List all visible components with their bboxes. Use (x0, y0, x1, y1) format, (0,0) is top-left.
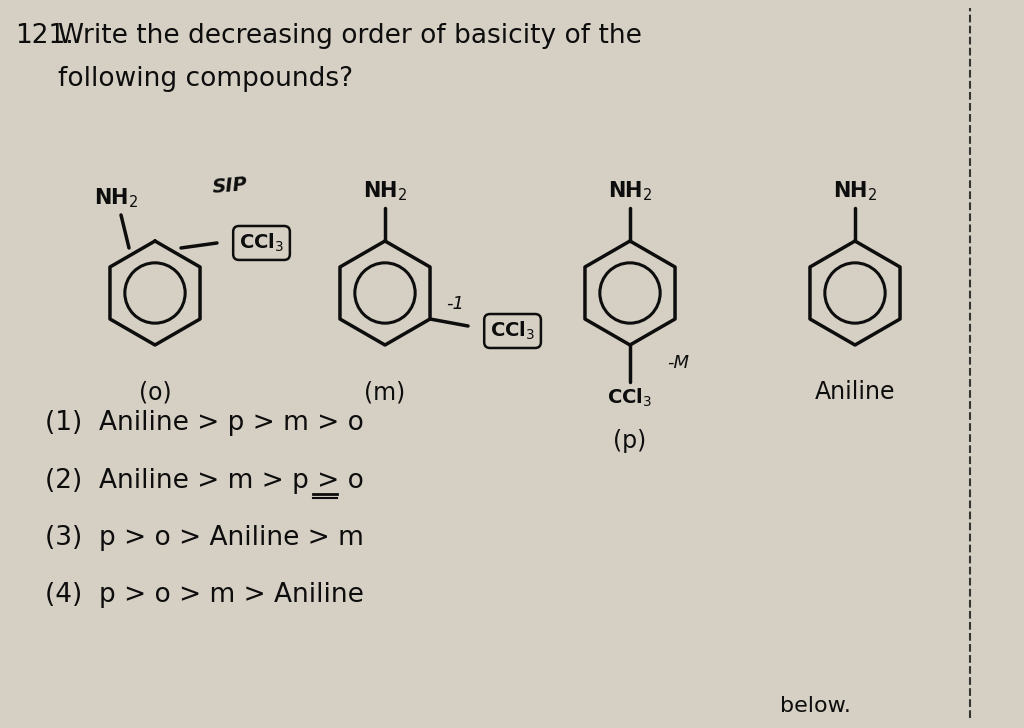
Text: SIP: SIP (212, 175, 249, 197)
Text: -1: -1 (446, 295, 464, 313)
Text: below.: below. (780, 696, 851, 716)
Text: (4)  p > o > m > Aniline: (4) p > o > m > Aniline (45, 582, 364, 608)
Text: NH$_2$: NH$_2$ (607, 179, 652, 203)
Text: NH$_2$: NH$_2$ (362, 179, 408, 203)
Text: (2)  Aniline > m > p > o: (2) Aniline > m > p > o (45, 468, 364, 494)
Text: CCl$_3$: CCl$_3$ (490, 320, 536, 342)
Text: 121.: 121. (15, 23, 74, 49)
Text: following compounds?: following compounds? (58, 66, 353, 92)
Text: (m): (m) (365, 380, 406, 404)
Text: Write the decreasing order of basicity of the: Write the decreasing order of basicity o… (58, 23, 642, 49)
Text: (3)  p > o > Aniline > m: (3) p > o > Aniline > m (45, 525, 364, 551)
Text: Aniline: Aniline (815, 380, 895, 404)
Text: (p): (p) (613, 429, 646, 453)
Text: NH$_2$: NH$_2$ (833, 179, 878, 203)
Text: CCl$_3$: CCl$_3$ (239, 232, 284, 254)
Text: (o): (o) (138, 380, 171, 404)
Text: (1)  Aniline > p > m > o: (1) Aniline > p > m > o (45, 410, 364, 436)
Text: -M: -M (667, 354, 689, 372)
Text: NH$_2$: NH$_2$ (94, 186, 138, 210)
Text: CCl$_3$: CCl$_3$ (607, 387, 652, 409)
